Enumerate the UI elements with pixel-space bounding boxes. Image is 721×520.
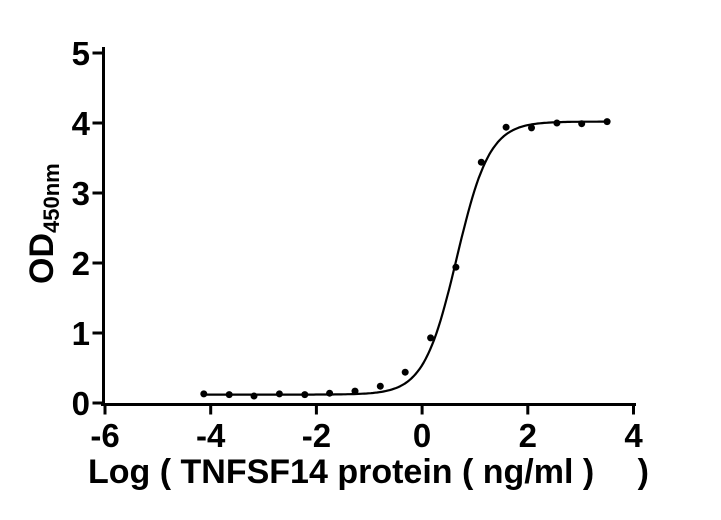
y-tick-label: 0 (72, 385, 90, 422)
fit-curve (202, 120, 609, 396)
x-axis-label: Log ( TNFSF14 protein ( ng/ml ) ) (88, 453, 649, 491)
y-tick-label: 5 (72, 35, 90, 72)
data-point (502, 123, 510, 131)
x-tick-label: 0 (413, 417, 431, 454)
data-point (477, 158, 485, 166)
data-point (301, 391, 309, 399)
y-tick-label: 1 (72, 315, 90, 352)
y-axis-label-main: OD (23, 233, 61, 284)
data-point (427, 334, 435, 342)
y-axis-label-subscript: 450nm (39, 163, 64, 233)
y-tick-label: 2 (72, 245, 90, 282)
data-point (225, 391, 233, 399)
data-point (603, 118, 611, 126)
x-tick-label: -6 (90, 417, 119, 454)
data-point (578, 120, 586, 128)
x-tick-label: 4 (624, 417, 643, 454)
data-point (553, 119, 561, 127)
data-point (401, 368, 409, 376)
x-tick-label: -2 (302, 417, 331, 454)
data-point (452, 263, 460, 271)
y-axis-label: OD450nm (19, 163, 65, 284)
data-point (200, 390, 208, 398)
x-tick-label: 2 (519, 417, 537, 454)
y-tick-label: 4 (72, 105, 91, 142)
data-point (275, 390, 283, 398)
data-point (351, 387, 359, 395)
data-point (376, 382, 384, 390)
data-point (326, 389, 334, 397)
y-tick-label: 3 (72, 175, 90, 212)
data-point (528, 124, 535, 132)
x-tick-label: -4 (196, 417, 226, 454)
data-point (250, 392, 258, 400)
